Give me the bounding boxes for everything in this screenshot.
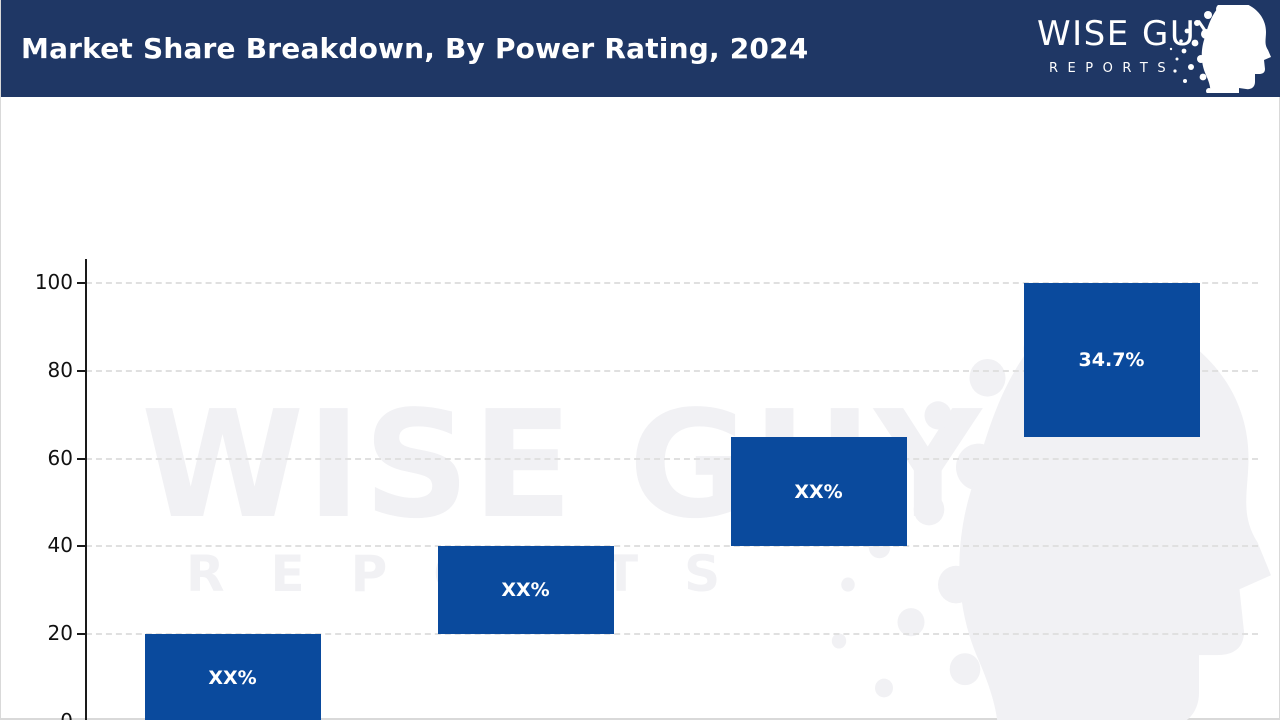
gridline-100 xyxy=(86,282,1258,284)
y-tick-mark-60 xyxy=(77,457,85,460)
bar-value-label: XX% xyxy=(794,480,843,503)
page-title: Market Share Breakdown, By Power Rating,… xyxy=(21,32,809,65)
bar-1[interactable]: XX% xyxy=(144,634,321,720)
y-tick-label-20: 20 xyxy=(47,621,73,646)
y-tick-mark-40 xyxy=(77,545,85,548)
y-tick-mark-100 xyxy=(77,282,85,284)
bar-value-label: XX% xyxy=(501,579,550,602)
y-tick-label-80: 80 xyxy=(47,357,73,382)
y-tick-label-40: 40 xyxy=(47,533,73,558)
gridline-80 xyxy=(86,369,1258,372)
logo-subtext: REPORTS xyxy=(1049,61,1175,76)
gridline-20 xyxy=(86,633,1258,636)
bar-value-label: XX% xyxy=(208,667,257,690)
y-tick-label-60: 60 xyxy=(47,445,73,470)
bar-3[interactable]: XX% xyxy=(730,436,907,547)
header-bar: Market Share Breakdown, By Power Rating,… xyxy=(1,0,1280,97)
gridline-40 xyxy=(86,545,1258,548)
y-tick-label-100: 100 xyxy=(34,270,73,294)
bar-value-label: 34.7% xyxy=(1078,348,1145,371)
y-tick-mark-80 xyxy=(77,369,85,372)
bar-4[interactable]: 34.7% xyxy=(1023,283,1200,437)
chart-area: WISE GUY REPORTS 020406080100XX%XX%XX%34… xyxy=(1,97,1280,720)
y-tick-label-0: 0 xyxy=(9,709,73,720)
wise-guy-logo: WISE GUY REPORTS xyxy=(1037,4,1271,93)
bar-2[interactable]: XX% xyxy=(437,546,614,635)
y-axis xyxy=(85,259,87,720)
gridline-60 xyxy=(86,457,1258,460)
logo-wordmark: WISE GUY xyxy=(1037,14,1219,54)
y-tick-mark-20 xyxy=(77,633,85,636)
